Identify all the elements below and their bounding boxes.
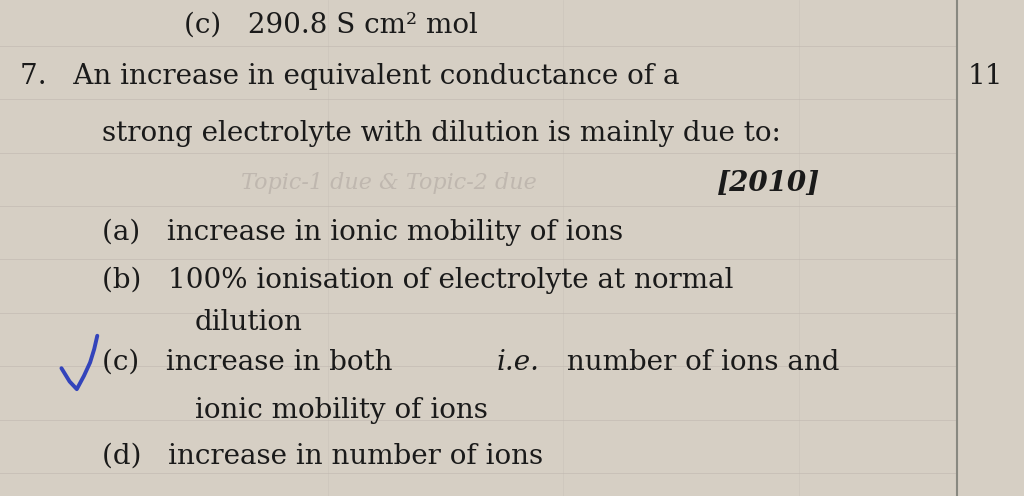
Text: 11: 11 [968, 63, 1004, 90]
Text: ionic mobility of ions: ionic mobility of ions [195, 397, 487, 424]
Text: 7.   An increase in equivalent conductance of a: 7. An increase in equivalent conductance… [20, 63, 680, 90]
Text: number of ions and: number of ions and [558, 349, 840, 376]
Text: strong electrolyte with dilution is mainly due to:: strong electrolyte with dilution is main… [102, 120, 781, 147]
Text: i.e.: i.e. [497, 349, 540, 376]
Text: (b)   100% ionisation of electrolyte at normal: (b) 100% ionisation of electrolyte at no… [102, 267, 734, 294]
Text: Topic-1 due & Topic-2 due: Topic-1 due & Topic-2 due [242, 172, 537, 194]
Text: dilution: dilution [195, 309, 302, 336]
Text: [2010]: [2010] [717, 170, 820, 196]
Text: (a)   increase in ionic mobility of ions: (a) increase in ionic mobility of ions [102, 219, 624, 247]
Text: (c)   290.8 S cm² mol: (c) 290.8 S cm² mol [184, 11, 478, 38]
Text: (c)   increase in both: (c) increase in both [102, 349, 401, 376]
Text: (d)   increase in number of ions: (d) increase in number of ions [102, 442, 544, 469]
